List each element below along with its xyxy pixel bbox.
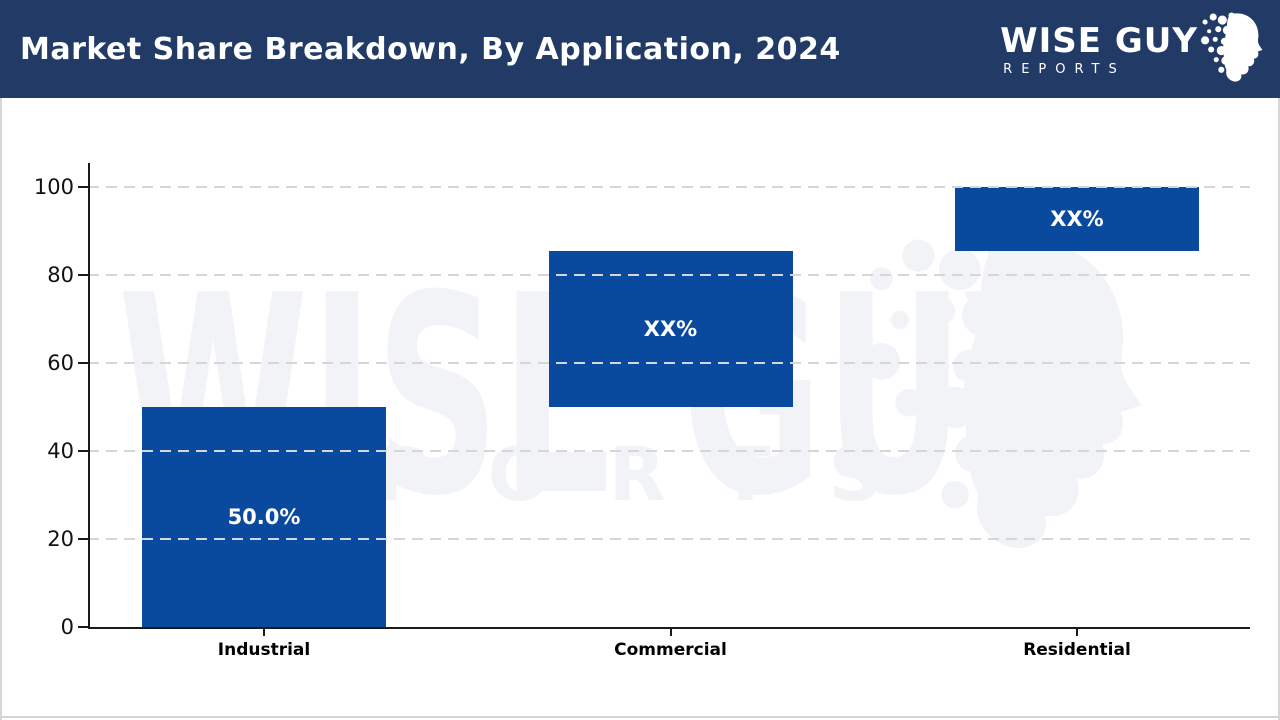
bar-industrial [142,407,386,627]
y-tick-mark [78,538,88,540]
logo-text: WISE GUY REPORTS [1000,24,1198,77]
x-tick-mark [669,627,672,636]
y-tick-mark [78,450,88,452]
watermark-head-icon [863,234,1142,549]
page-border-right [1278,98,1280,720]
bar-value-label: XX% [643,316,698,341]
y-axis-line [88,163,90,629]
gridline-y40 [88,450,1250,452]
logo-wordmark: WISE GUY [1000,21,1198,61]
y-tick-mark [78,186,88,188]
y-tick-label: 0 [60,615,74,639]
y-tick-label: 60 [47,351,74,375]
x-category-label-industrial: Industrial [217,640,311,660]
y-tick-label: 20 [47,527,74,551]
logo-reports-text: REPORTS [1003,62,1126,77]
gridline-y80 [88,274,1250,276]
page-border-bottom [0,716,1280,718]
gridline-y20 [88,538,1250,540]
y-tick-label: 80 [47,263,74,287]
bar-value-label: XX% [1050,206,1104,231]
y-tick-mark [78,274,88,276]
bar-value-label: 50.0% [227,505,301,529]
x-tick-mark [1076,627,1078,636]
y-tick-mark [78,362,88,364]
gridline-y100 [88,186,1250,188]
y-tick-label: 100 [33,175,74,199]
gridline-y60 [88,362,1250,364]
x-tick-mark [263,627,265,636]
page-border-left [0,98,2,720]
page-title: Market Share Breakdown, By Application, … [20,31,841,67]
x-axis-line [88,627,1250,629]
y-tick-label: 40 [47,439,74,463]
x-category-label-commercial: Commercial [614,640,727,660]
wise-guy-reports-logo: WISE GUY REPORTS [1000,6,1266,94]
y-tick-mark [78,626,88,628]
logo-head-icon [1201,12,1263,82]
x-category-label-residential: Residential [1023,640,1131,660]
bar-commercial [548,250,793,407]
header-bar: Market Share Breakdown, By Application, … [0,0,1280,98]
